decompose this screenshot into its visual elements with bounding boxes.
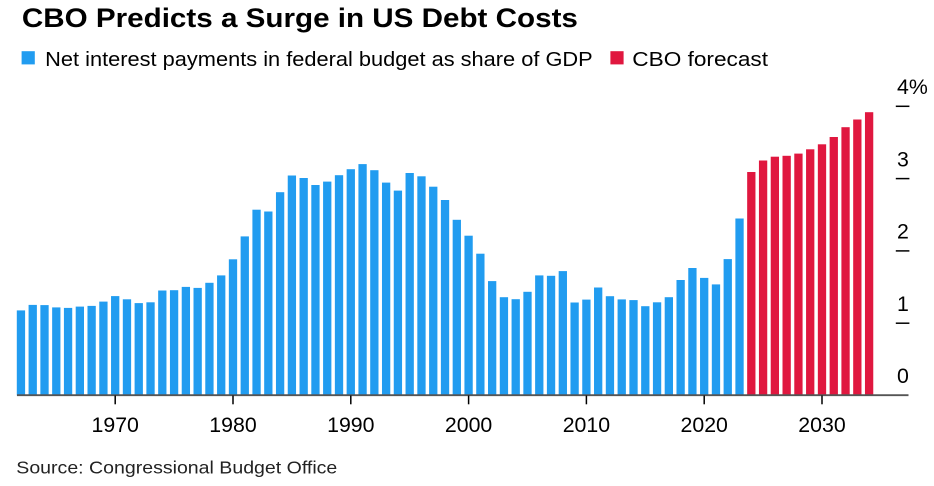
svg-text:1970: 1970 (92, 413, 140, 437)
svg-text:1980: 1980 (209, 413, 257, 437)
svg-text:3: 3 (897, 147, 909, 171)
svg-text:1990: 1990 (327, 413, 375, 437)
svg-text:CBO Predicts a Surge in US Deb: CBO Predicts a Surge in US Debt Costs (22, 3, 578, 33)
svg-text:Net interest payments in feder: Net interest payments in federal budget … (45, 48, 593, 71)
svg-text:4%: 4% (897, 75, 928, 99)
svg-text:2000: 2000 (445, 413, 493, 437)
svg-text:2020: 2020 (681, 413, 729, 437)
svg-text:2: 2 (897, 220, 909, 244)
svg-text:1: 1 (897, 292, 909, 316)
svg-text:Source: Congressional Budget O: Source: Congressional Budget Office (16, 458, 337, 478)
svg-text:2030: 2030 (798, 413, 846, 437)
svg-text:0: 0 (897, 364, 909, 388)
svg-text:2010: 2010 (563, 413, 611, 437)
svg-text:CBO forecast: CBO forecast (632, 48, 768, 71)
